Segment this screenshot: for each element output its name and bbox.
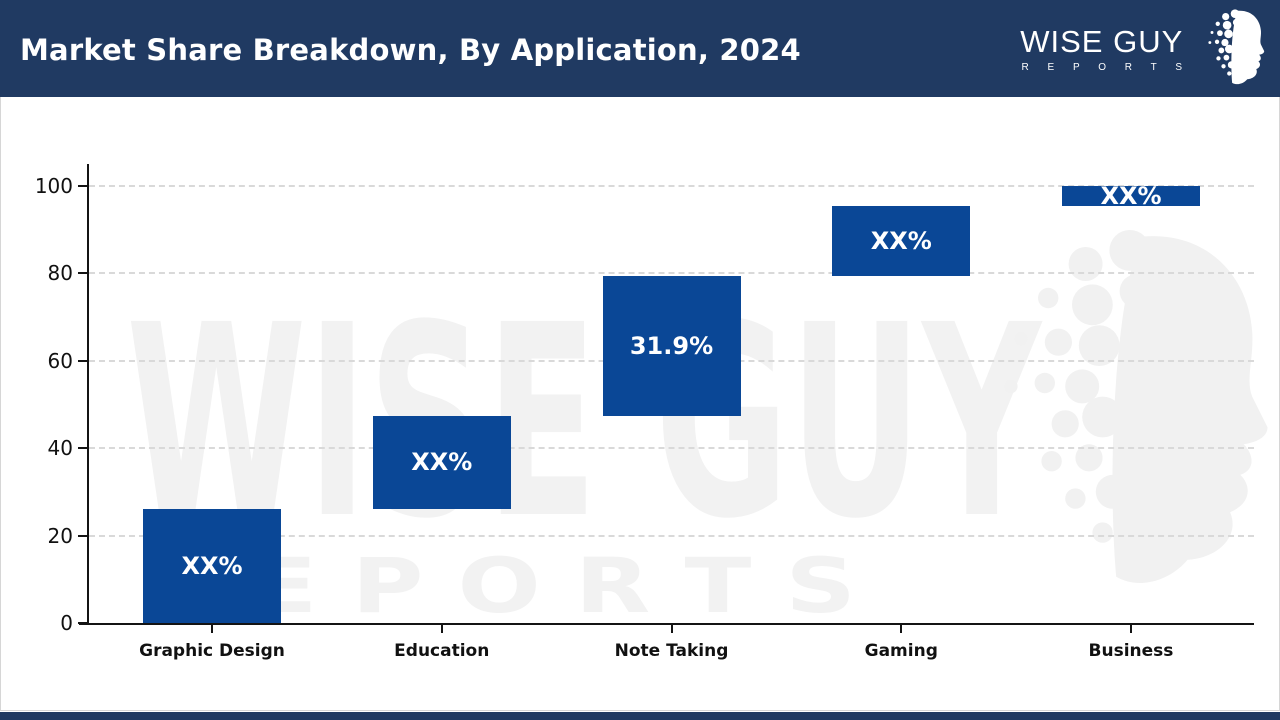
logo-head-icon [1194, 9, 1266, 89]
gridline-20 [89, 534, 1254, 537]
wise-guy-logo: WISE GUY R E P O R T S [1014, 7, 1266, 91]
bar-value-label: 31.9% [629, 332, 714, 361]
x-tick-0 [211, 625, 213, 633]
x-tick-4 [1130, 625, 1132, 633]
logo-wordmark: WISE GUY [1020, 23, 1184, 59]
plot-area: 0 20 40 60 80 100 Graphic Design XX% Education XX… [35, 164, 1254, 661]
x-axis-spine [79, 623, 1254, 625]
bar-gaming: XX% [832, 205, 971, 277]
y-axis-spine [87, 164, 89, 625]
logo-text: WISE GUY R E P O R T S [1014, 26, 1190, 73]
y-tick-100 [78, 184, 87, 187]
y-tick-label-20: 20 [47, 523, 73, 548]
x-tick-2 [670, 625, 673, 633]
x-tick-label-3: Gaming [864, 641, 938, 661]
gridline-100 [89, 184, 1254, 187]
y-tick-label-40: 40 [47, 436, 73, 461]
bar-business: XX% [1062, 181, 1200, 210]
footer-bar [0, 712, 1280, 720]
y-tick-label-100: 100 [34, 173, 73, 198]
gridline-40 [89, 447, 1254, 450]
x-tick-1 [440, 625, 443, 633]
bar-value-label: XX% [1100, 181, 1162, 210]
x-tick-label-0: Graphic Design [139, 641, 285, 661]
y-tick-label-60: 60 [47, 348, 73, 373]
bar-note-taking: 31.9% [602, 276, 741, 416]
bar-value-label: XX% [870, 227, 932, 256]
chart-title: Market Share Breakdown, By Application, … [20, 33, 801, 67]
bar-education: XX% [372, 415, 511, 509]
chart-area: WISE GUY R E P O R T S 0 20 40 60 80 100 Graph… [0, 97, 1280, 711]
y-tick-60 [78, 359, 87, 362]
logo-subtitle: R E P O R T S [1021, 61, 1190, 73]
bar-value-label: XX% [181, 551, 243, 580]
header-bar: Market Share Breakdown, By Application, … [0, 0, 1280, 97]
bar-value-label: XX% [411, 448, 473, 477]
y-tick-label-80: 80 [47, 261, 73, 286]
x-tick-label-1: Education [394, 641, 490, 661]
y-tick-80 [78, 272, 87, 275]
y-tick-label-0: 0 [60, 611, 73, 635]
x-tick-label-4: Business [1088, 641, 1174, 661]
x-tick-label-2: Note Taking [614, 641, 729, 661]
y-tick-20 [78, 534, 87, 537]
x-tick-3 [900, 625, 903, 633]
bar-graphic-design: XX% [143, 508, 281, 623]
y-tick-40 [78, 447, 87, 450]
y-tick-0 [78, 622, 87, 624]
gridline-80 [89, 272, 1254, 275]
